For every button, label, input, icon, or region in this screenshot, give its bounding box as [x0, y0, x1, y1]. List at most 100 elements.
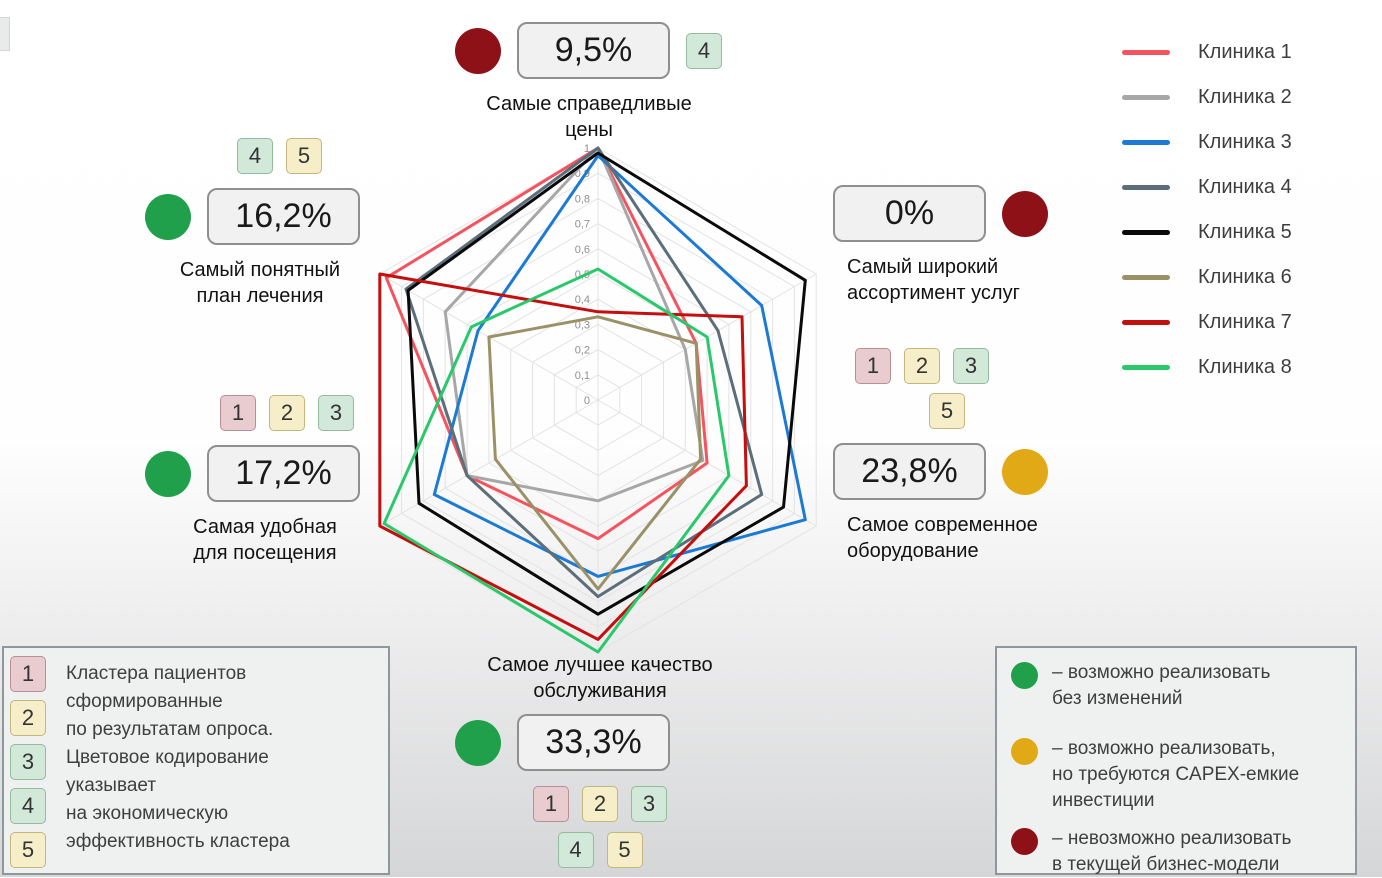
legend-label: Клиника 5 — [1198, 221, 1292, 243]
radar-series-clinic-6 — [487, 315, 703, 591]
radar-tick-label: 0,6 — [575, 244, 590, 256]
legend-item-clinic-4: Клиника 4 — [1122, 175, 1292, 200]
cluster-badge-3: 3 — [953, 348, 989, 384]
cluster-badge-5: 5 — [286, 138, 322, 174]
legend-item-clinic-5: Клиника 5 — [1122, 220, 1292, 245]
cluster-badge-2: 2 — [269, 395, 305, 431]
screen-edge-artifact — [0, 17, 10, 51]
cluster-badge-4: 4 — [557, 832, 594, 868]
status-legend-text: – возможно реализовать, но требуются CAP… — [1052, 738, 1300, 811]
cluster-badge-1: 1 — [855, 348, 891, 384]
status-indicator-green — [145, 193, 191, 240]
services-range-value-row: 0% — [833, 185, 1063, 242]
service-quality-value-row: 33,3% — [455, 714, 750, 771]
legend-swatch-icon — [1122, 50, 1170, 55]
radar-series-clinic-5 — [406, 151, 807, 616]
cluster-badge-2: 2 — [10, 700, 46, 736]
status-indicator-red — [1011, 828, 1038, 855]
legend-item-clinic-6: Клиника 6 — [1122, 265, 1292, 290]
callout-fair-prices: 9,5% 4 Самые справедливые цены — [455, 22, 723, 143]
cluster-badge-4: 4 — [686, 32, 722, 69]
legend-label: Клиника 4 — [1198, 176, 1292, 198]
legend-item-clinic-2: Клиника 2 — [1122, 85, 1292, 110]
axis-label-convenient-visit: Самая удобная для посещения — [193, 516, 337, 564]
value-pill: 0% — [833, 185, 986, 242]
cluster-badges: 5 — [929, 393, 1063, 429]
legend-swatch-icon — [1122, 275, 1170, 280]
status-indicator-red — [455, 27, 501, 74]
legend-item-clinic-8: Клиника 8 — [1122, 355, 1292, 380]
radar-series-clinic-7 — [378, 272, 748, 641]
cluster-badge-2: 2 — [904, 348, 940, 384]
radar-series-clinic-2 — [443, 146, 705, 503]
cluster-badge-5: 5 — [929, 393, 965, 429]
cluster-badges: 4 — [686, 32, 722, 69]
axis-label-service-quality: Самое лучшее качество обслуживания — [487, 654, 713, 702]
status-indicator-yellow — [1011, 738, 1038, 765]
value-pill: 17,2% — [207, 445, 360, 502]
legend-swatch-icon — [1122, 230, 1170, 235]
legend-label: Клиника 3 — [1198, 131, 1292, 153]
cluster-badge-4: 4 — [10, 788, 46, 824]
radar-series-clinic-4 — [404, 146, 764, 599]
legend-item-clinic-3: Клиника 3 — [1122, 130, 1292, 155]
legend-label: Клиника 8 — [1198, 356, 1292, 378]
value-pill: 33,3% — [517, 714, 670, 771]
axis-label-services-range: Самый широкий ассортимент услуг — [847, 256, 1020, 304]
axis-label-treatment-plan: Самый понятный план лечения — [179, 259, 341, 307]
status-legend-text: – возможно реализовать без изменений — [1052, 662, 1271, 709]
clusters-note-text: Кластера пациентов сформированные по рез… — [66, 663, 290, 852]
status-legend-item-yellow: – возможно реализовать, но требуются CAP… — [1011, 736, 1341, 814]
radar-tick-label: 0,7 — [575, 219, 590, 231]
legend-label: Клиника 1 — [1198, 41, 1292, 63]
legend-label: Клиника 7 — [1198, 311, 1292, 333]
radar-tick-label: 0,8 — [575, 193, 590, 205]
cluster-badges-column: 1 2 3 4 5 — [10, 656, 46, 868]
axis-label-modern-equipment: Самое современное оборудование — [847, 514, 1038, 562]
status-indicator-green — [145, 450, 191, 497]
status-indicator-green — [1011, 662, 1038, 689]
radar-tick-label: 0,1 — [575, 370, 590, 382]
value-pill: 9,5% — [517, 22, 670, 79]
value-pill: 16,2% — [207, 188, 360, 245]
radar-tick-label: 0,3 — [575, 319, 590, 331]
clinic-legend: Клиника 1 Клиника 2 Клиника 3 Клиника 4 Клин… — [1122, 40, 1292, 400]
status-legend-item-green: – возможно реализовать без изменений — [1011, 660, 1341, 712]
radar-tick-label: 0,4 — [575, 294, 590, 306]
radar-series-clinic-3 — [432, 154, 807, 578]
cluster-badge-2: 2 — [582, 786, 618, 822]
cluster-badge-5: 5 — [10, 832, 46, 868]
axis-label-fair-prices: Самые справедливые цены — [486, 93, 692, 141]
modern-equipment-value-row: 23,8% — [833, 443, 1063, 500]
value-pill: 23,8% — [833, 443, 986, 500]
legend-swatch-icon — [1122, 185, 1170, 190]
cluster-badge-1: 1 — [533, 786, 569, 822]
status-indicator-yellow — [1002, 448, 1048, 495]
status-indicator-red — [1002, 190, 1048, 237]
radar-tick-label: 0 — [584, 395, 590, 407]
cluster-badge-3: 3 — [318, 395, 354, 431]
legend-label: Клиника 6 — [1198, 266, 1292, 288]
status-indicator-green — [455, 719, 501, 766]
legend-label: Клиника 2 — [1198, 86, 1292, 108]
callout-services-range: 0% Самый широкий ассортимент услуг — [833, 185, 1063, 306]
cluster-badge-4: 4 — [237, 138, 273, 174]
fair-prices-value-row: 9,5% 4 — [455, 22, 723, 79]
cluster-badge-5: 5 — [606, 832, 643, 868]
cluster-badge-3: 3 — [631, 786, 667, 822]
legend-item-clinic-7: Клиника 7 — [1122, 310, 1292, 335]
legend-swatch-icon — [1122, 365, 1170, 370]
status-legend-item-red: – невозможно реализовать в текущей бизне… — [1011, 826, 1341, 878]
treatment-plan-value-row: 16,2% — [145, 188, 361, 245]
convenient-visit-value-row: 17,2% — [145, 445, 361, 502]
legend-swatch-icon — [1122, 140, 1170, 145]
